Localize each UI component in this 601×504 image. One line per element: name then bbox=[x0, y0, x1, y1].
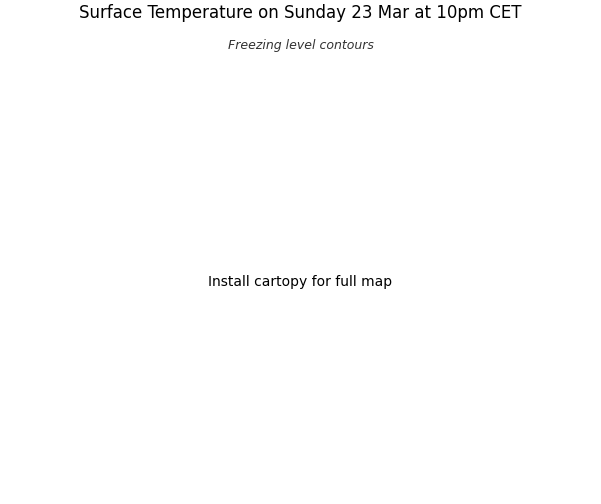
Text: Install cartopy for full map: Install cartopy for full map bbox=[209, 275, 392, 289]
Text: Freezing level contours: Freezing level contours bbox=[228, 39, 373, 52]
Text: Surface Temperature on Sunday 23 Mar at 10pm CET: Surface Temperature on Sunday 23 Mar at … bbox=[79, 4, 522, 22]
